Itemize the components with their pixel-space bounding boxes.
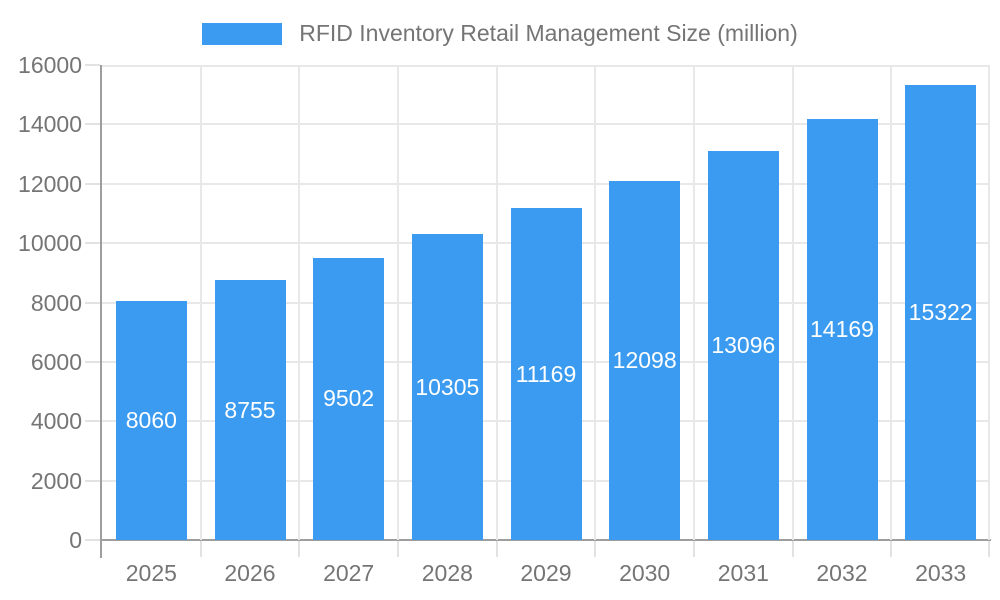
y-axis-tick [85, 539, 100, 541]
y-axis-label: 6000 [30, 348, 82, 375]
y-axis-tick [85, 479, 100, 482]
legend-label: RFID Inventory Retail Management Size (m… [299, 20, 798, 46]
bar-2030[interactable]: 12098 [609, 180, 681, 540]
bar-value-label: 10305 [415, 373, 480, 400]
y-axis-label: 8000 [30, 289, 82, 316]
x-axis-tick [594, 541, 597, 557]
bar-2029[interactable]: 11169 [510, 208, 582, 540]
y-axis-line [100, 65, 102, 558]
gridline-vertical [495, 65, 498, 540]
y-axis-tick [85, 182, 100, 185]
gridline-horizontal [102, 65, 990, 67]
x-axis-label: 2030 [619, 560, 671, 586]
y-axis-tick [85, 360, 100, 363]
x-axis-label: 2027 [323, 560, 375, 586]
gridline-vertical [594, 65, 597, 540]
bar-value-label: 12098 [612, 346, 677, 373]
y-axis-label: 16000 [18, 52, 82, 78]
y-axis-tick [85, 64, 100, 66]
bar-2028[interactable]: 10305 [411, 234, 483, 540]
y-axis-tick [85, 301, 100, 304]
gridline-vertical [791, 65, 794, 540]
x-axis-line [100, 539, 991, 541]
y-axis-tick [85, 420, 100, 423]
gridline-horizontal [102, 182, 990, 185]
legend[interactable]: RFID Inventory Retail Management Size (m… [0, 20, 1000, 47]
x-axis-tick [199, 541, 202, 557]
gridline-vertical [693, 65, 695, 540]
x-axis-tick [495, 541, 498, 557]
bar-value-label: 11169 [515, 360, 577, 387]
x-axis-label: 2032 [816, 560, 868, 586]
y-axis-label: 12000 [18, 170, 82, 197]
x-axis-tick [693, 541, 695, 557]
x-axis-label: 2026 [224, 560, 276, 586]
bar-value-label: 14169 [810, 316, 874, 343]
bar-value-label: 8755 [224, 396, 276, 423]
legend-swatch-icon [202, 22, 283, 45]
y-axis-label: 2000 [30, 467, 82, 494]
x-axis-label: 2031 [717, 560, 769, 586]
x-axis-label: 2025 [125, 560, 177, 586]
gridline-vertical [890, 65, 893, 540]
gridline-horizontal [102, 123, 990, 126]
bar-value-label: 8060 [125, 406, 177, 433]
gridline-vertical [298, 65, 301, 540]
bar-value-label: 9502 [323, 385, 375, 412]
y-axis-label: 14000 [18, 111, 82, 138]
y-axis-label: 10000 [18, 230, 82, 257]
x-axis-tick [988, 541, 990, 557]
x-axis-tick [397, 541, 399, 557]
y-axis-tick [85, 123, 100, 126]
bar-2033[interactable]: 15322 [905, 85, 977, 540]
plot-area: 8060 8755 9502 10305 11169 12098 13096 14169 153… [102, 65, 990, 540]
bar-2025[interactable]: 8060 [115, 300, 187, 540]
bar-2026[interactable]: 8755 [214, 280, 286, 540]
gridline-vertical [199, 65, 202, 540]
x-axis-label: 2029 [520, 560, 572, 586]
bar-2027[interactable]: 9502 [313, 257, 385, 540]
gridline-vertical [397, 65, 399, 540]
x-axis-tick [298, 541, 301, 557]
bar-value-label: 13096 [711, 332, 776, 359]
x-axis-tick [890, 541, 893, 557]
bar-2032[interactable]: 14169 [806, 119, 878, 540]
x-axis-tick [791, 541, 794, 557]
y-axis-label: 4000 [30, 408, 82, 435]
gridline-vertical [988, 65, 990, 540]
x-axis-label: 2028 [421, 560, 473, 586]
y-axis-label: 0 [69, 527, 82, 553]
x-axis-label: 2033 [915, 560, 967, 586]
bar-2031[interactable]: 13096 [707, 151, 779, 540]
bar-value-label: 15322 [908, 299, 973, 326]
y-axis-tick [85, 242, 100, 245]
